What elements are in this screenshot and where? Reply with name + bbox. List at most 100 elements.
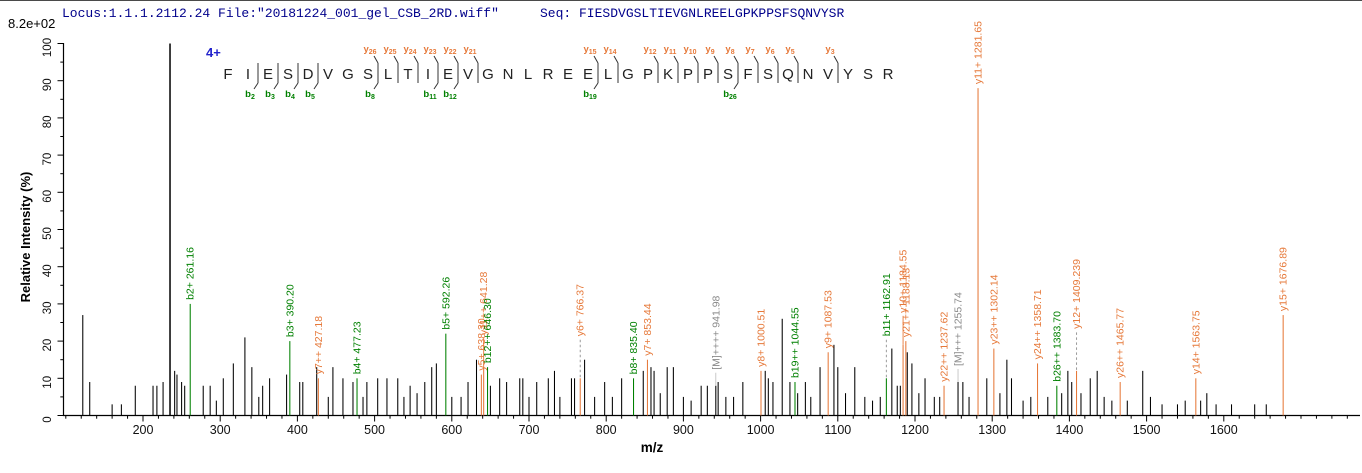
x-tick-label: 1300 <box>978 423 1006 437</box>
residue-letter: E <box>563 66 573 83</box>
x-tick-label: 700 <box>519 423 540 437</box>
y-ion-label: y3 <box>825 44 834 56</box>
x-tick-label: 1000 <box>747 423 775 437</box>
residue-letter: R <box>883 66 894 83</box>
peak-label: b12++ 646.30 <box>482 298 494 363</box>
b-ion-label: b12 <box>443 89 457 101</box>
y-ion-label: y5 <box>785 44 794 56</box>
y-ion-label: y15 <box>583 44 596 56</box>
x-tick-label: 1100 <box>824 423 851 437</box>
peak-label: b19++ 1044.55 <box>789 307 801 378</box>
x-tick-label: 600 <box>441 423 462 437</box>
peak-label: [M]+++ 1255.74 <box>953 292 965 366</box>
y-tick-label: 70 <box>42 153 54 166</box>
residue-letter: I <box>426 66 430 83</box>
y-ion-label: y23 <box>423 44 436 56</box>
x-tick-label: 400 <box>287 423 308 437</box>
y-ion-label: y7 <box>745 44 754 56</box>
b-ion-label: b4 <box>285 89 295 101</box>
residue-letter: F <box>223 66 232 83</box>
b-ion-label: b2 <box>245 89 255 101</box>
y-ion-hook <box>593 55 599 64</box>
y-ion-label: y26 <box>363 44 376 56</box>
sequence-header: Seq: FIESDVGSLTIEVGNLREELGPKPPSFSQNVYSR <box>540 6 845 21</box>
b-ion-hook <box>253 82 259 90</box>
residue-letter: S <box>723 66 733 83</box>
peak-label: y5+ 638.30 <box>476 318 488 370</box>
peak-label: b26++ 1383.70 <box>1051 311 1063 382</box>
residue-letter: N <box>803 66 814 83</box>
y-ion-hook <box>373 55 379 64</box>
residue-letter: R <box>543 66 554 83</box>
y-ion-hook <box>793 55 799 64</box>
y-ion-hook <box>713 55 719 64</box>
x-tick-label: 300 <box>210 423 231 437</box>
y-tick-label: 10 <box>42 376 54 389</box>
residue-letter: G <box>622 66 634 83</box>
peak-label: y11+ 1281.65 <box>973 21 985 84</box>
y-ion-label: y12 <box>643 44 656 56</box>
residue-letter: D <box>303 66 314 83</box>
y-ion-label: y10 <box>683 44 696 56</box>
peak-label: b4+ 477.23 <box>352 321 364 374</box>
peak-label: [M]++++ 941.98 <box>710 295 722 369</box>
y-ion-hook <box>473 55 479 64</box>
b-ion-hook <box>453 82 459 90</box>
y-ion-label: y6 <box>765 44 774 56</box>
y-ion-label: y9 <box>705 44 714 56</box>
b-ion-label: b8 <box>365 89 375 101</box>
x-tick-label: 900 <box>673 423 694 437</box>
x-axis-title: m/z <box>640 440 664 455</box>
y-ion-hook <box>733 55 739 64</box>
residue-letter: P <box>643 66 653 83</box>
residue-letter: Q <box>782 66 794 83</box>
x-tick-label: 200 <box>133 423 154 437</box>
residue-letter: E <box>443 66 453 83</box>
peak-label: y26++ 1465.77 <box>1115 308 1127 378</box>
residue-letter: P <box>703 66 713 83</box>
y-ion-label: y11 <box>664 44 677 56</box>
b-ion-label: b5 <box>305 89 315 101</box>
peak-label: y14+ 1563.75 <box>1190 310 1202 374</box>
residue-letter: V <box>823 66 833 83</box>
y-ion-hook <box>433 55 439 64</box>
residue-letter: P <box>683 66 693 83</box>
y-ion-hook <box>753 55 759 64</box>
residue-letter: E <box>583 66 593 83</box>
y-tick-label: 100 <box>42 38 54 57</box>
x-tick-label: 800 <box>596 423 617 437</box>
y-ion-hook <box>673 55 679 64</box>
y-ion-label: y14 <box>603 44 616 56</box>
y-ion-label: y22 <box>443 44 456 56</box>
residue-letter: S <box>283 66 293 83</box>
y-tick-label: 50 <box>42 227 54 240</box>
x-tick-label: 1400 <box>1055 423 1083 437</box>
b-ion-hook <box>733 82 739 90</box>
peak-label: b2+ 261.16 <box>185 247 197 300</box>
residue-letter: L <box>604 66 612 83</box>
y-ion-label: y21 <box>463 44 476 56</box>
peak-label: b5+ 592.26 <box>440 277 452 330</box>
y-ion-label: y25 <box>383 44 396 56</box>
residue-letter: F <box>743 66 752 83</box>
y-tick-label: 80 <box>42 116 54 129</box>
peak-label: y15+ 1676.89 <box>1278 247 1290 311</box>
peak-label: y9+ 1087.53 <box>823 290 835 348</box>
b-ion-hook <box>273 82 279 90</box>
b-ion-hook <box>373 82 379 90</box>
b-ion-hook <box>293 82 299 90</box>
y-ion-label: y24 <box>403 44 416 56</box>
precursor-charge-label: 4+ <box>206 45 221 60</box>
residue-letter: L <box>524 66 532 83</box>
y-ion-hook <box>773 55 779 64</box>
y-ion-hook <box>393 55 399 64</box>
residue-letter: K <box>663 66 673 83</box>
y-ion-hook <box>653 55 659 64</box>
y-tick-label: 30 <box>42 302 54 315</box>
residue-letter: S <box>363 66 373 83</box>
y-tick-label: 0 <box>42 416 54 422</box>
residue-letter: Y <box>843 66 853 83</box>
peak-label: b3+ 390.20 <box>284 284 296 337</box>
